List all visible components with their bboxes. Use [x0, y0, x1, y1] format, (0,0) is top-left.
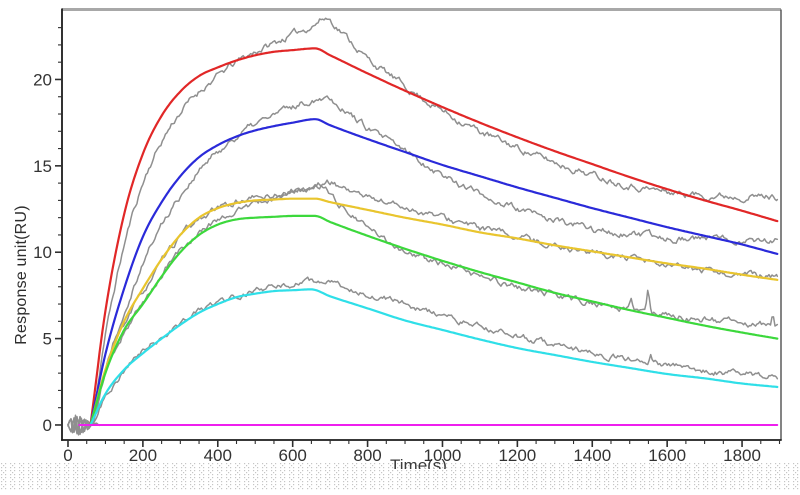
y-tick-label: 15 [33, 157, 52, 176]
observed-curve-2 [67, 95, 779, 435]
y-tick-label: 20 [33, 70, 52, 89]
observed-curve-lowest [67, 276, 779, 434]
x-tick-label: 1800 [723, 446, 761, 462]
fit-curve-2 [89, 118, 779, 427]
observed-curve-blank [67, 414, 101, 436]
x-tick-label: 0 [63, 446, 72, 462]
fit-curve-highest [89, 47, 779, 427]
axes: 0 200 400 600 800 1000 1200 1400 1600 1800 0 5 10 15 2… [33, 8, 782, 462]
plot-canvas: 0 200 400 600 800 1000 1200 1400 1600 1800 0 5 10 15 2… [33, 8, 782, 462]
observed-curve-highest [67, 17, 779, 436]
x-axis-label: Time(s) [390, 456, 447, 469]
y-axis-label: Response unit(RU) [13, 205, 30, 345]
x-tick-label: 1200 [498, 446, 536, 462]
fitted-curves [78, 47, 779, 427]
y-tick-label: 0 [43, 416, 52, 435]
x-tick-label: 1600 [648, 446, 686, 462]
y-tick-label: 5 [43, 330, 52, 349]
x-tick-label: 800 [353, 446, 381, 462]
desktop-pattern [0, 462, 800, 490]
observed-curves [67, 17, 779, 436]
x-tick-label: 200 [129, 446, 157, 462]
fit-curve-4 [89, 214, 779, 427]
x-tick-label: 600 [278, 446, 306, 462]
stipple-fill [0, 463, 800, 490]
x-tick-label: 1000 [424, 446, 462, 462]
fit-curve-3 [89, 197, 779, 427]
x-tick-label: 1400 [573, 446, 611, 462]
y-tick-label: 10 [33, 243, 52, 262]
x-tick-label: 400 [204, 446, 232, 462]
fit-curve-lowest [89, 288, 779, 427]
observed-curve-3 [67, 179, 779, 434]
